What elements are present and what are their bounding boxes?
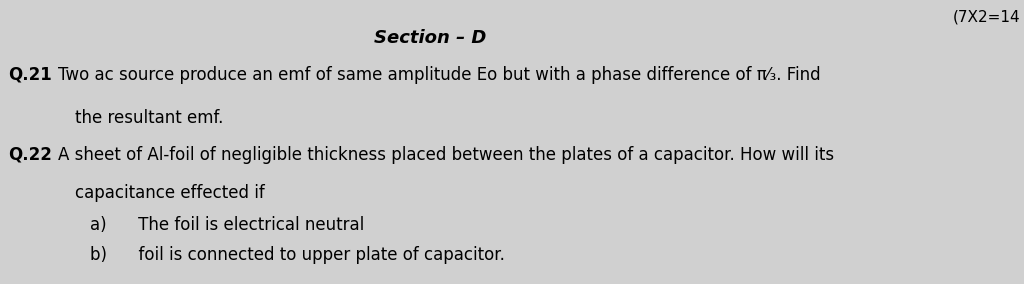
Text: a)      The foil is electrical neutral: a) The foil is electrical neutral [90, 216, 365, 234]
Text: capacitance effected if: capacitance effected if [75, 184, 265, 202]
Text: b)      foil is connected to upper plate of capacitor.: b) foil is connected to upper plate of c… [90, 246, 505, 264]
Text: (7X2=14: (7X2=14 [952, 9, 1020, 24]
Text: Q.21: Q.21 [8, 66, 52, 84]
Text: A sheet of Al-foil of negligible thickness placed between the plates of a capaci: A sheet of Al-foil of negligible thickne… [58, 146, 835, 164]
Text: Q.22: Q.22 [8, 146, 52, 164]
Text: Two ac source produce an emf of same amplitude Eo but with a phase difference of: Two ac source produce an emf of same amp… [58, 66, 820, 84]
Text: the resultant emf.: the resultant emf. [75, 109, 223, 127]
Text: Section – D: Section – D [374, 29, 486, 47]
